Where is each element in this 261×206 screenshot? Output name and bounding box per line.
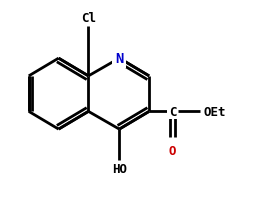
Text: N: N [115,52,123,66]
Text: Cl: Cl [81,12,96,25]
Text: O: O [169,145,176,158]
Text: C: C [169,105,176,118]
Text: OEt: OEt [204,105,227,118]
Text: HO: HO [112,163,127,175]
